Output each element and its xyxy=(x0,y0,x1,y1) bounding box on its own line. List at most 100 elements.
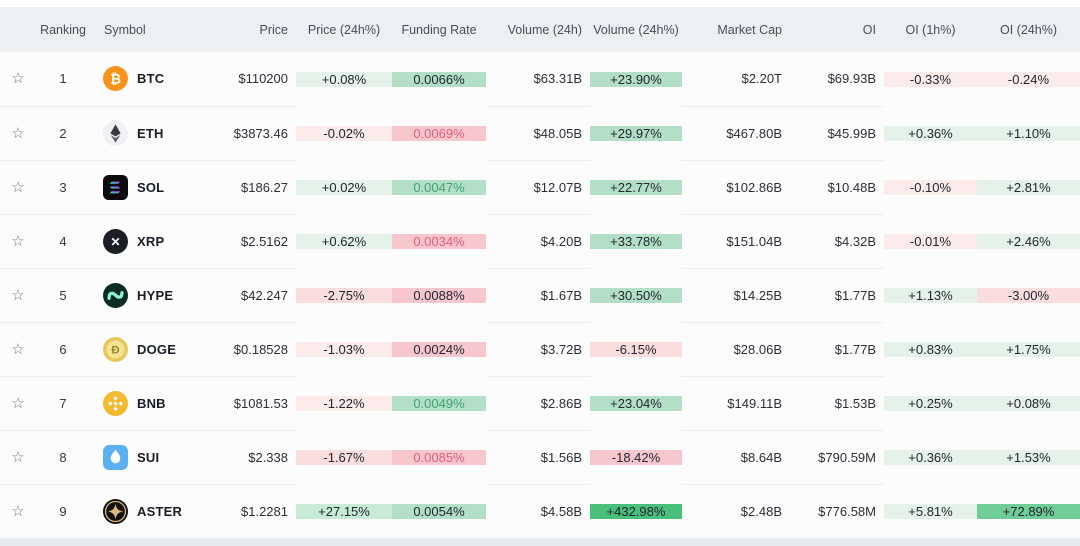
price-cell: $3873.46 xyxy=(200,106,296,161)
symbol-cell: Ð DOGE xyxy=(90,322,200,377)
column-header-oi[interactable]: OI xyxy=(862,22,876,37)
symbol-cell: SUI xyxy=(90,430,200,485)
column-header-volume-24h-pct[interactable]: Volume (24h%) xyxy=(593,22,679,37)
favorite-star-icon[interactable]: ☆ xyxy=(11,178,25,196)
price-cell: $0.18528 xyxy=(200,322,296,377)
aster-icon xyxy=(103,498,128,524)
market-cap-cell: $467.80B xyxy=(682,106,790,161)
favorite-cell: ☆ xyxy=(0,430,36,485)
favorite-star-icon[interactable]: ☆ xyxy=(11,286,25,304)
price-24h-pct-cell: -1.67% xyxy=(296,430,392,484)
funding-rate-cell: 0.0066% xyxy=(392,52,486,106)
volume-24h-pct-value: -18.42% xyxy=(590,449,682,465)
favorite-cell: ☆ xyxy=(0,214,36,269)
price-24h-pct-cell: +0.08% xyxy=(296,52,392,106)
symbol-link-aster[interactable]: ASTER xyxy=(90,498,200,524)
favorite-star-icon[interactable]: ☆ xyxy=(11,232,25,250)
column-header-ranking[interactable]: Ranking xyxy=(40,22,86,37)
symbol-link-sol[interactable]: SOL xyxy=(90,174,200,200)
market-cap-cell: $2.20T xyxy=(682,52,790,107)
column-header-price-24h[interactable]: Price (24h%) xyxy=(307,22,381,37)
favorite-star-icon[interactable]: ☆ xyxy=(11,394,25,412)
ranking-cell: 3 xyxy=(36,160,90,215)
volume-24h-cell: $1.67B xyxy=(486,268,590,323)
symbol-link-xrp[interactable]: ✕ XRP xyxy=(90,228,200,254)
oi-1h-pct-value: +1.13% xyxy=(884,287,977,303)
symbol-cell: HYPE xyxy=(90,268,200,323)
price-cell: $2.338 xyxy=(200,430,296,485)
coin-row-bnb[interactable]: ☆ 7 BNB $1081.53 -1.22% 0.0049% $2.86B +23.04% $… xyxy=(0,376,1080,431)
coin-row-btc[interactable]: ☆ 1 ₿ BTC $110200 +0.08% 0.0066% $63.31B +23.90%… xyxy=(0,52,1080,107)
column-header-market-cap[interactable]: Market Cap xyxy=(717,22,782,37)
price-24h-pct-value: -1.03% xyxy=(296,341,392,357)
symbol-label: HYPE xyxy=(137,287,174,303)
symbol-link-doge[interactable]: Ð DOGE xyxy=(90,336,200,362)
symbol-label: DOGE xyxy=(137,341,177,357)
column-header-oi-24h[interactable]: OI (24h%) xyxy=(1000,22,1057,37)
price-24h-pct-value: -1.67% xyxy=(296,449,392,465)
open-interest-cell: $10.48B xyxy=(790,160,884,215)
price-24h-pct-cell: +0.02% xyxy=(296,160,392,214)
coin-row-eth[interactable]: ☆ 2 ETH $3873.46 -0.02% 0.0069% $48.05B +29.97%… xyxy=(0,106,1080,161)
oi-1h-pct-cell: +0.25% xyxy=(884,376,977,430)
coin-row-aster[interactable]: ☆ 9 ASTER $1.2281 +27.15% 0.0054% $4.58B +432.9… xyxy=(0,484,1080,538)
favorite-cell: ☆ xyxy=(0,268,36,323)
price-cell: $1.2281 xyxy=(241,503,288,519)
favorite-star-icon[interactable]: ☆ xyxy=(11,448,25,466)
column-header-oi-1h[interactable]: OI (1h%) xyxy=(905,22,956,37)
volume-24h-pct-value: +29.97% xyxy=(590,125,682,141)
volume-24h-pct-value: +23.90% xyxy=(590,71,682,87)
symbol-label: XRP xyxy=(137,233,165,249)
funding-rate-cell: 0.0049% xyxy=(392,376,486,430)
oi-24h-pct-value: +1.75% xyxy=(977,341,1080,357)
oi-24h-pct-cell: +1.53% xyxy=(977,430,1080,484)
ranking-cell: 6 xyxy=(36,322,90,377)
oi-24h-pct-value: +1.53% xyxy=(977,449,1080,465)
symbol-cell: ✕ XRP xyxy=(90,214,200,269)
column-header-symbol[interactable]: Symbol xyxy=(104,22,146,37)
open-interest-cell: $790.59M xyxy=(790,430,884,485)
column-header-volume-24h[interactable]: Volume (24h) xyxy=(507,22,582,37)
oi-24h-pct-value: +0.08% xyxy=(977,395,1080,411)
symbol-link-btc[interactable]: ₿ BTC xyxy=(90,66,200,92)
market-cap-cell: $2.48B xyxy=(740,503,782,519)
funding-rate-value: 0.0066% xyxy=(392,71,486,87)
symbol-link-sui[interactable]: SUI xyxy=(90,444,200,470)
column-header-price[interactable]: Price xyxy=(259,22,288,37)
coin-row-doge[interactable]: ☆ 6 Ð DOGE $0.18528 -1.03% 0.0024% $3.72B -6.15%… xyxy=(0,322,1080,377)
symbol-link-hype[interactable]: HYPE xyxy=(90,282,200,308)
coin-row-sol[interactable]: ☆ 3 SOL $186.27 +0.02% 0.0047% $12.07B +22.77% $… xyxy=(0,160,1080,215)
favorite-star-icon[interactable]: ☆ xyxy=(11,70,25,88)
funding-rate-cell: 0.0069% xyxy=(392,106,486,160)
favorite-star-icon[interactable]: ☆ xyxy=(11,502,25,520)
ranking-cell: 8 xyxy=(36,430,90,485)
column-header-funding-rate[interactable]: Funding Rate xyxy=(401,22,477,37)
coin-row-sui[interactable]: ☆ 8 SUI $2.338 -1.67% 0.0085% $1.56B -18.42% $8.… xyxy=(0,430,1080,485)
sui-icon xyxy=(103,444,128,470)
symbol-link-eth[interactable]: ETH xyxy=(90,120,200,146)
coin-row-hype[interactable]: ☆ 5 HYPE $42.247 -2.75% 0.0088% $1.67B +30.50% $… xyxy=(0,268,1080,323)
bnb-icon xyxy=(103,390,128,416)
symbol-link-bnb[interactable]: BNB xyxy=(90,390,200,416)
ranking-cell: 9 xyxy=(59,503,67,519)
oi-24h-pct-value: -3.00% xyxy=(977,287,1080,303)
favorite-star-icon[interactable]: ☆ xyxy=(11,124,25,142)
market-cap-cell: $149.11B xyxy=(682,376,790,431)
favorite-cell: ☆ xyxy=(0,52,36,107)
favorite-cell: ☆ xyxy=(0,160,36,215)
price-cell: $1081.53 xyxy=(200,376,296,431)
funding-rate-value: 0.0085% xyxy=(392,449,486,465)
coin-row-xrp[interactable]: ☆ 4 ✕ XRP $2.5162 +0.62% 0.0034% $4.20B +33.78% $… xyxy=(0,214,1080,269)
price-24h-pct-cell: +27.15% xyxy=(296,484,392,538)
oi-24h-pct-value: +1.10% xyxy=(977,125,1080,141)
symbol-cell: SOL xyxy=(90,160,200,215)
open-interest-cell: $4.32B xyxy=(790,214,884,269)
price-24h-pct-cell: -0.02% xyxy=(296,106,392,160)
funding-rate-value: 0.0034% xyxy=(392,233,486,249)
favorite-star-icon[interactable]: ☆ xyxy=(11,340,25,358)
price-24h-pct-value: +0.08% xyxy=(296,71,392,87)
symbol-label: BTC xyxy=(137,71,165,87)
funding-rate-cell: 0.0088% xyxy=(392,268,486,322)
volume-24h-pct-value: +23.04% xyxy=(590,395,682,411)
column-header-favorite xyxy=(0,7,36,52)
